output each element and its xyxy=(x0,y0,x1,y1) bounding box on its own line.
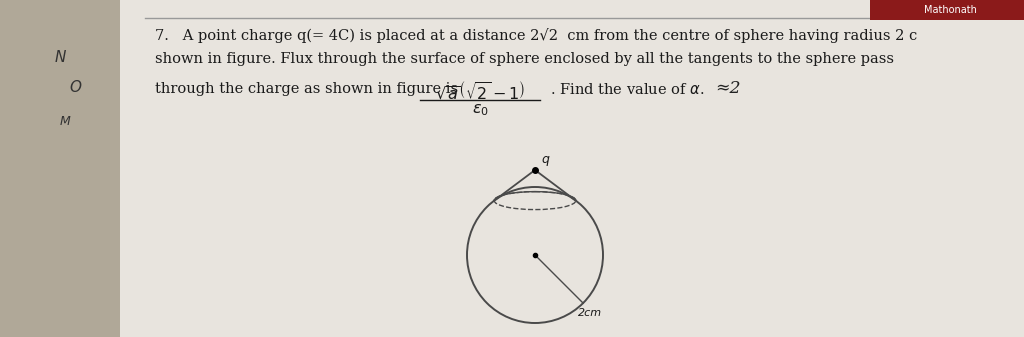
Text: 7.   A point charge q(= 4C) is placed at a distance 2√2  cm from the centre of s: 7. A point charge q(= 4C) is placed at a… xyxy=(155,28,918,43)
Text: N: N xyxy=(54,50,66,65)
Text: M: M xyxy=(59,115,71,128)
Text: $\sqrt{a}\left(\sqrt{2}-1\right)$: $\sqrt{a}\left(\sqrt{2}-1\right)$ xyxy=(435,80,525,102)
Text: shown in figure. Flux through the surface of sphere enclosed by all the tangents: shown in figure. Flux through the surfac… xyxy=(155,52,894,66)
Text: Mathonath: Mathonath xyxy=(924,5,977,15)
Text: through the charge as shown in figure is: through the charge as shown in figure is xyxy=(155,82,458,96)
Text: O: O xyxy=(69,80,81,95)
Text: 2cm: 2cm xyxy=(579,308,602,318)
Bar xyxy=(870,0,1024,20)
Text: . Find the value of $\alpha$.: . Find the value of $\alpha$. xyxy=(550,82,705,97)
Bar xyxy=(0,0,120,337)
Text: q: q xyxy=(541,153,549,166)
Bar xyxy=(120,0,1024,337)
Text: ≈2: ≈2 xyxy=(715,80,740,97)
Text: $\varepsilon_0$: $\varepsilon_0$ xyxy=(471,102,488,118)
